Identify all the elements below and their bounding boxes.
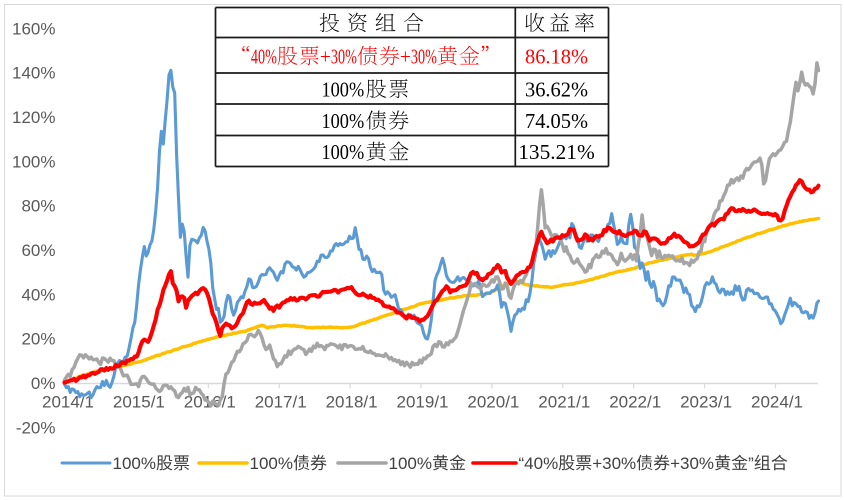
svg-text:100%: 100% <box>250 454 293 473</box>
svg-text:2019/1: 2019/1 <box>397 393 449 412</box>
svg-text:160%: 160% <box>12 19 55 38</box>
svg-text:+: + <box>320 45 331 69</box>
svg-text:+: + <box>400 45 411 69</box>
svg-text:0%: 0% <box>31 374 56 393</box>
svg-text:140%: 140% <box>12 64 55 83</box>
svg-text:100%: 100% <box>322 140 365 164</box>
svg-text:100%: 100% <box>113 454 156 473</box>
svg-text:30%: 30% <box>331 45 357 69</box>
svg-text:2015/1: 2015/1 <box>113 393 165 412</box>
svg-text:“40%: “40% <box>519 454 559 473</box>
svg-text:40%: 40% <box>21 285 55 304</box>
svg-text:100%: 100% <box>322 78 365 102</box>
svg-text:2021/1: 2021/1 <box>538 393 590 412</box>
svg-text:2020/1: 2020/1 <box>467 393 519 412</box>
svg-text:”: ” <box>748 454 754 473</box>
svg-text:+30%: +30% <box>592 454 636 473</box>
svg-text:20%: 20% <box>21 330 55 349</box>
svg-text:40%: 40% <box>251 45 277 69</box>
svg-text:60%: 60% <box>21 241 55 260</box>
svg-text:+30%: +30% <box>670 454 714 473</box>
svg-text:36.62%: 36.62% <box>525 78 588 102</box>
svg-text:2022/1: 2022/1 <box>609 393 661 412</box>
svg-text:86.18%: 86.18% <box>525 45 588 69</box>
svg-text:100%: 100% <box>389 454 432 473</box>
svg-text:100%: 100% <box>322 109 365 133</box>
svg-text:-20%: -20% <box>16 418 56 437</box>
svg-text:2018/1: 2018/1 <box>326 393 378 412</box>
svg-text:2023/1: 2023/1 <box>680 393 732 412</box>
svg-text:2017/1: 2017/1 <box>255 393 307 412</box>
svg-text:80%: 80% <box>21 197 55 216</box>
svg-text:74.05%: 74.05% <box>525 109 588 133</box>
svg-text:135.21%: 135.21% <box>518 140 595 164</box>
svg-text:2024/1: 2024/1 <box>751 393 803 412</box>
svg-text:100%: 100% <box>12 152 55 171</box>
svg-text:120%: 120% <box>12 108 55 127</box>
svg-text:30%: 30% <box>411 45 437 69</box>
